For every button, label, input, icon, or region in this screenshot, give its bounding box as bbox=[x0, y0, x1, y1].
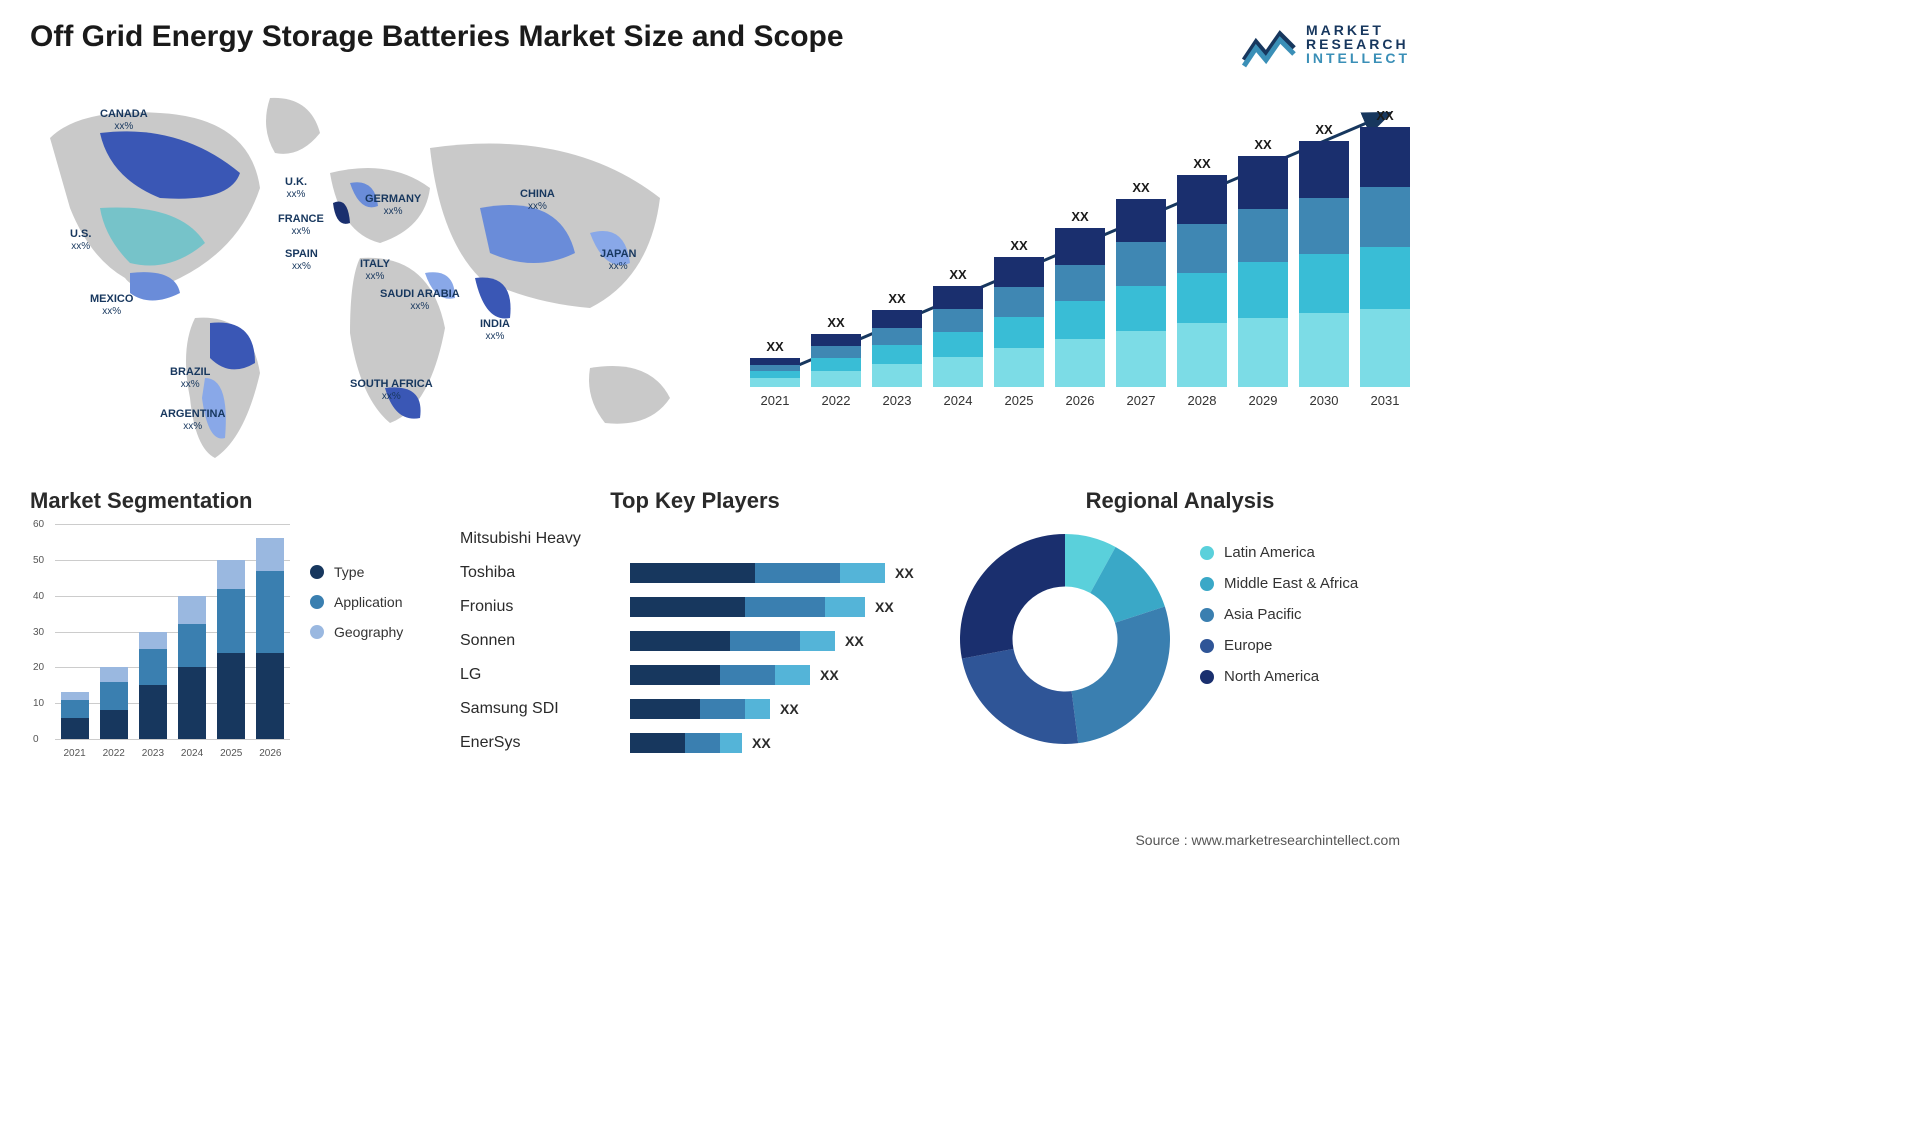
map-label: FRANCExx% bbox=[278, 213, 324, 237]
forecast-bar: XX2030 bbox=[1299, 122, 1349, 408]
map-label: INDIAxx% bbox=[480, 318, 510, 342]
regional-title: Regional Analysis bbox=[950, 488, 1410, 514]
map-label: U.K.xx% bbox=[285, 176, 307, 200]
seg-bar bbox=[61, 692, 89, 739]
map-label: CANADAxx% bbox=[100, 108, 148, 132]
legend-item: Middle East & Africa bbox=[1200, 575, 1358, 592]
player-row: Mitsubishi Heavy bbox=[460, 524, 930, 554]
seg-bar bbox=[100, 667, 128, 739]
map-label: U.S.xx% bbox=[70, 228, 91, 252]
players-title: Top Key Players bbox=[460, 488, 930, 514]
forecast-bar: XX2023 bbox=[872, 291, 922, 408]
forecast-bar: XX2029 bbox=[1238, 137, 1288, 408]
forecast-bar: XX2031 bbox=[1360, 108, 1410, 408]
forecast-chart: XX2021XX2022XX2023XX2024XX2025XX2026XX20… bbox=[740, 78, 1410, 468]
legend-item: Type bbox=[310, 564, 403, 580]
map-label: ITALYxx% bbox=[360, 258, 390, 282]
forecast-bar: XX2028 bbox=[1177, 156, 1227, 408]
segmentation-legend: Type Application Geography bbox=[310, 564, 403, 640]
world-map: CANADAxx% U.S.xx% MEXICOxx% BRAZILxx% ARGENT… bbox=[30, 78, 710, 468]
players-chart: Mitsubishi Heavy ToshibaXX FroniusXX Sonnen… bbox=[460, 524, 930, 758]
page-title: Off Grid Energy Storage Batteries Market… bbox=[30, 20, 844, 54]
legend-item: Geography bbox=[310, 624, 403, 640]
seg-bar bbox=[256, 538, 284, 739]
forecast-bar: XX2025 bbox=[994, 238, 1044, 408]
player-row: EnerSysXX bbox=[460, 728, 930, 758]
forecast-bar: XX2026 bbox=[1055, 209, 1105, 408]
map-label: SAUDI ARABIAxx% bbox=[380, 288, 460, 312]
map-label: MEXICOxx% bbox=[90, 293, 133, 317]
segmentation-chart: 0102030405060 202120222023202420252026 bbox=[30, 524, 290, 764]
map-label: ARGENTINAxx% bbox=[160, 408, 225, 432]
legend-item: North America bbox=[1200, 668, 1358, 685]
logo-line1: MARKET bbox=[1306, 23, 1410, 37]
legend-item: Application bbox=[310, 594, 403, 610]
player-row: ToshibaXX bbox=[460, 558, 930, 588]
player-row: Samsung SDIXX bbox=[460, 694, 930, 724]
logo-line2: RESEARCH bbox=[1306, 37, 1410, 51]
forecast-bar: XX2022 bbox=[811, 315, 861, 408]
map-label: BRAZILxx% bbox=[170, 366, 210, 390]
logo-line3: INTELLECT bbox=[1306, 51, 1410, 65]
logo-icon bbox=[1242, 20, 1298, 68]
map-label: JAPANxx% bbox=[600, 248, 636, 272]
map-label: CHINAxx% bbox=[520, 188, 555, 212]
brand-logo: MARKET RESEARCH INTELLECT bbox=[1242, 20, 1410, 68]
regional-donut bbox=[950, 524, 1180, 754]
regional-legend: Latin America Middle East & Africa Asia Pa… bbox=[1200, 544, 1358, 685]
donut-slice bbox=[960, 534, 1065, 659]
donut-slice bbox=[962, 649, 1078, 744]
seg-bar bbox=[178, 596, 206, 739]
map-label: GERMANYxx% bbox=[365, 193, 421, 217]
forecast-bar: XX2024 bbox=[933, 267, 983, 408]
forecast-bar: XX2021 bbox=[750, 339, 800, 408]
donut-slice bbox=[1072, 607, 1170, 744]
player-row: LGXX bbox=[460, 660, 930, 690]
segmentation-title: Market Segmentation bbox=[30, 488, 440, 514]
seg-bar bbox=[217, 560, 245, 739]
forecast-bar: XX2027 bbox=[1116, 180, 1166, 408]
source-attribution: Source : www.marketresearchintellect.com bbox=[1135, 832, 1400, 848]
legend-item: Latin America bbox=[1200, 544, 1358, 561]
legend-item: Europe bbox=[1200, 637, 1358, 654]
map-label: SOUTH AFRICAxx% bbox=[350, 378, 433, 402]
legend-item: Asia Pacific bbox=[1200, 606, 1358, 623]
seg-bar bbox=[139, 632, 167, 739]
player-row: SonnenXX bbox=[460, 626, 930, 656]
map-label: SPAINxx% bbox=[285, 248, 318, 272]
player-row: FroniusXX bbox=[460, 592, 930, 622]
